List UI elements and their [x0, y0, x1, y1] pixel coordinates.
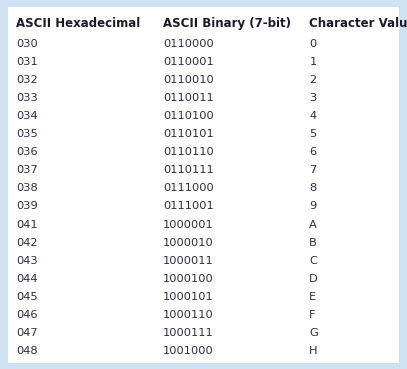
- Text: 4: 4: [309, 111, 317, 121]
- Text: 047: 047: [16, 328, 38, 338]
- Text: 0110110: 0110110: [163, 147, 214, 157]
- Text: 7: 7: [309, 165, 317, 175]
- Text: 031: 031: [16, 57, 38, 67]
- Text: 9: 9: [309, 201, 317, 211]
- Text: 045: 045: [16, 292, 38, 302]
- Text: 048: 048: [16, 346, 38, 356]
- Text: 0110010: 0110010: [163, 75, 214, 85]
- Text: 8: 8: [309, 183, 317, 193]
- Text: 043: 043: [16, 256, 38, 266]
- Text: 0110001: 0110001: [163, 57, 214, 67]
- Text: 033: 033: [16, 93, 38, 103]
- Text: C: C: [309, 256, 317, 266]
- Text: 0110111: 0110111: [163, 165, 214, 175]
- Text: 046: 046: [16, 310, 38, 320]
- Text: 044: 044: [16, 274, 38, 284]
- FancyBboxPatch shape: [8, 7, 399, 363]
- Text: 1000111: 1000111: [163, 328, 214, 338]
- Text: 0111001: 0111001: [163, 201, 214, 211]
- Text: 037: 037: [16, 165, 38, 175]
- Text: H: H: [309, 346, 318, 356]
- Text: 1001000: 1001000: [163, 346, 214, 356]
- Text: 038: 038: [16, 183, 38, 193]
- Text: 0110011: 0110011: [163, 93, 214, 103]
- Text: 0111000: 0111000: [163, 183, 214, 193]
- Text: ASCII Hexadecimal: ASCII Hexadecimal: [16, 17, 140, 30]
- Text: 035: 035: [16, 129, 38, 139]
- Text: 6: 6: [309, 147, 317, 157]
- Text: D: D: [309, 274, 318, 284]
- Text: 034: 034: [16, 111, 38, 121]
- Text: 0110100: 0110100: [163, 111, 214, 121]
- Text: 1000011: 1000011: [163, 256, 214, 266]
- Text: G: G: [309, 328, 318, 338]
- Text: 2: 2: [309, 75, 317, 85]
- Text: 1000101: 1000101: [163, 292, 214, 302]
- Text: 042: 042: [16, 238, 38, 248]
- Text: 0110101: 0110101: [163, 129, 214, 139]
- Text: 1000100: 1000100: [163, 274, 214, 284]
- Text: 0110000: 0110000: [163, 39, 214, 49]
- Text: 039: 039: [16, 201, 38, 211]
- Text: 030: 030: [16, 39, 38, 49]
- Text: 1000110: 1000110: [163, 310, 214, 320]
- Text: 3: 3: [309, 93, 317, 103]
- Text: 5: 5: [309, 129, 317, 139]
- Text: E: E: [309, 292, 317, 302]
- Text: 1000010: 1000010: [163, 238, 214, 248]
- Text: A: A: [309, 220, 317, 230]
- Text: 032: 032: [16, 75, 38, 85]
- Text: 041: 041: [16, 220, 38, 230]
- Text: ASCII Binary (7-bit): ASCII Binary (7-bit): [163, 17, 291, 30]
- Text: Character Value: Character Value: [309, 17, 407, 30]
- Text: 036: 036: [16, 147, 38, 157]
- Text: 1: 1: [309, 57, 317, 67]
- Text: F: F: [309, 310, 316, 320]
- Text: 0: 0: [309, 39, 317, 49]
- Text: 1000001: 1000001: [163, 220, 214, 230]
- Text: B: B: [309, 238, 317, 248]
